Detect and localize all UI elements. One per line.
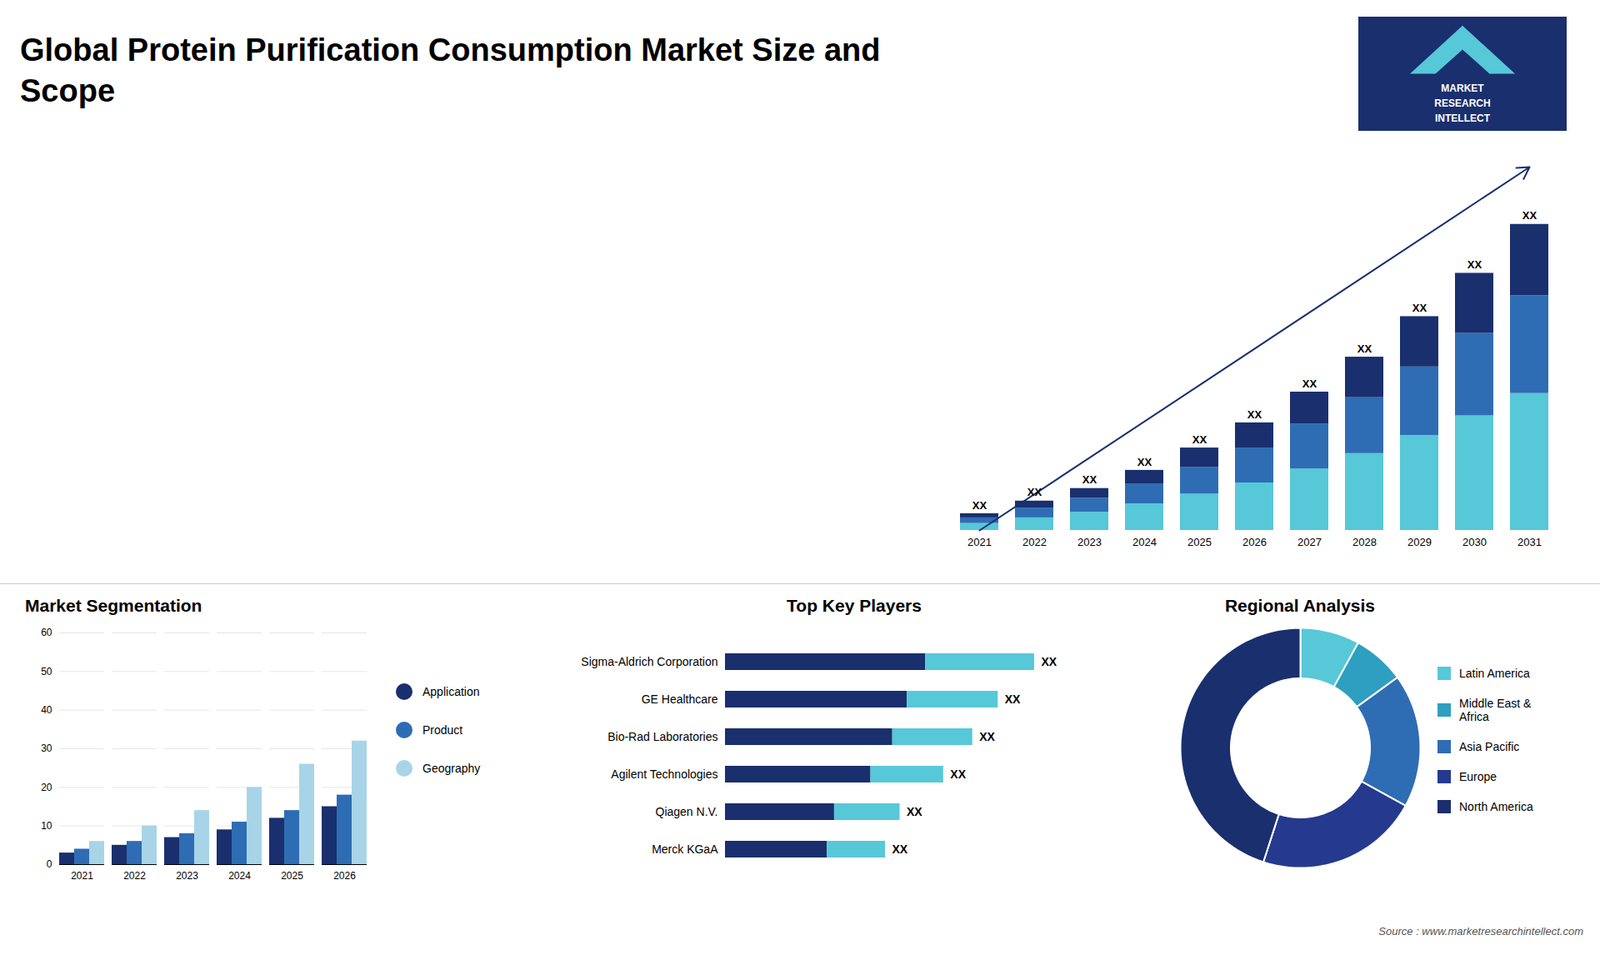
svg-text:2028: 2028 (1352, 535, 1377, 549)
svg-text:XX: XX (1027, 485, 1043, 499)
svg-text:Qiagen N.V.: Qiagen N.V. (655, 805, 719, 819)
svg-text:10: 10 (40, 820, 53, 832)
svg-text:2023: 2023 (1077, 535, 1102, 549)
html-text:Market Segmentation: Market Segmentation (25, 595, 202, 615)
svg-text:2022: 2022 (1022, 535, 1047, 549)
svg-text:2021: 2021 (967, 535, 992, 549)
svg-text:XX: XX (1005, 692, 1021, 706)
svg-text:2022: 2022 (123, 870, 146, 882)
html-text:Europe: Europe (1459, 770, 1497, 784)
svg-text:XX: XX (1040, 655, 1057, 669)
html-text:Top Key Players: Top Key Players (786, 595, 922, 615)
svg-text:2031: 2031 (1517, 535, 1542, 549)
svg-text:Merck KGaA: Merck KGaA (651, 842, 719, 856)
svg-text:XX: XX (892, 842, 909, 856)
html-text:MARKET: MARKET (1441, 82, 1484, 95)
svg-text:XX: XX (1247, 408, 1263, 421)
svg-text:2026: 2026 (333, 870, 356, 882)
svg-text:50: 50 (40, 665, 53, 678)
svg-text:XX: XX (979, 730, 995, 744)
svg-text:XX: XX (1357, 342, 1373, 355)
html-text:North America: North America (1459, 800, 1534, 814)
svg-text:2024: 2024 (228, 870, 251, 882)
svg-text:XX: XX (1137, 455, 1153, 469)
svg-text:GE Healthcare: GE Healthcare (641, 692, 719, 706)
svg-text:30: 30 (40, 742, 53, 755)
svg-text:2029: 2029 (1407, 535, 1432, 549)
svg-text:2021: 2021 (70, 870, 94, 882)
svg-text:Agilent Technologies: Agilent Technologies (610, 767, 718, 781)
svg-text:XX: XX (972, 499, 988, 512)
svg-text:XX: XX (1302, 377, 1318, 390)
html-text:Regional Analysis: Regional Analysis (1224, 595, 1376, 615)
svg-text:40: 40 (40, 704, 53, 716)
svg-text:XX: XX (950, 767, 966, 781)
html-text:Application: Application (422, 685, 480, 699)
html-text:INTELLECT: INTELLECT (1435, 112, 1490, 125)
svg-text:XX: XX (1522, 209, 1538, 222)
svg-text:2026: 2026 (1242, 535, 1267, 549)
svg-text:XX: XX (1192, 433, 1208, 446)
svg-text:2025: 2025 (280, 870, 304, 882)
svg-text:Bio-Rad Laboratories: Bio-Rad Laboratories (607, 730, 718, 744)
html-text:Asia Pacific: Asia Pacific (1459, 740, 1520, 754)
svg-text:XX: XX (1412, 301, 1428, 315)
svg-text:20: 20 (40, 781, 53, 794)
svg-text:XX: XX (1082, 473, 1098, 486)
svg-text:0: 0 (46, 858, 53, 870)
html-text:Product: Product (422, 723, 463, 737)
svg-text:XX: XX (1467, 258, 1483, 271)
svg-text:2023: 2023 (175, 870, 199, 882)
html-text:Latin America: Latin America (1459, 666, 1530, 680)
html-text:Middle East & Africa: Middle East & Africa (1459, 696, 1532, 724)
svg-text:2027: 2027 (1297, 535, 1322, 549)
svg-text:2025: 2025 (1187, 535, 1212, 549)
svg-text:XX: XX (906, 805, 923, 819)
svg-text:2030: 2030 (1462, 535, 1487, 549)
svg-text:Sigma-Aldrich Corporation: Sigma-Aldrich Corporation (580, 655, 718, 669)
html-text:Geography: Geography (422, 761, 481, 775)
html-text:RESEARCH: RESEARCH (1434, 97, 1491, 110)
html-text:Source : www.marketresearchint: Source : www.marketresearchintellect.com (1378, 925, 1584, 938)
svg-text:2024: 2024 (1132, 535, 1157, 549)
svg-text:60: 60 (40, 626, 53, 639)
html-text:Global Protein Purification Co: Global Protein Purification Consumption … (20, 32, 881, 109)
